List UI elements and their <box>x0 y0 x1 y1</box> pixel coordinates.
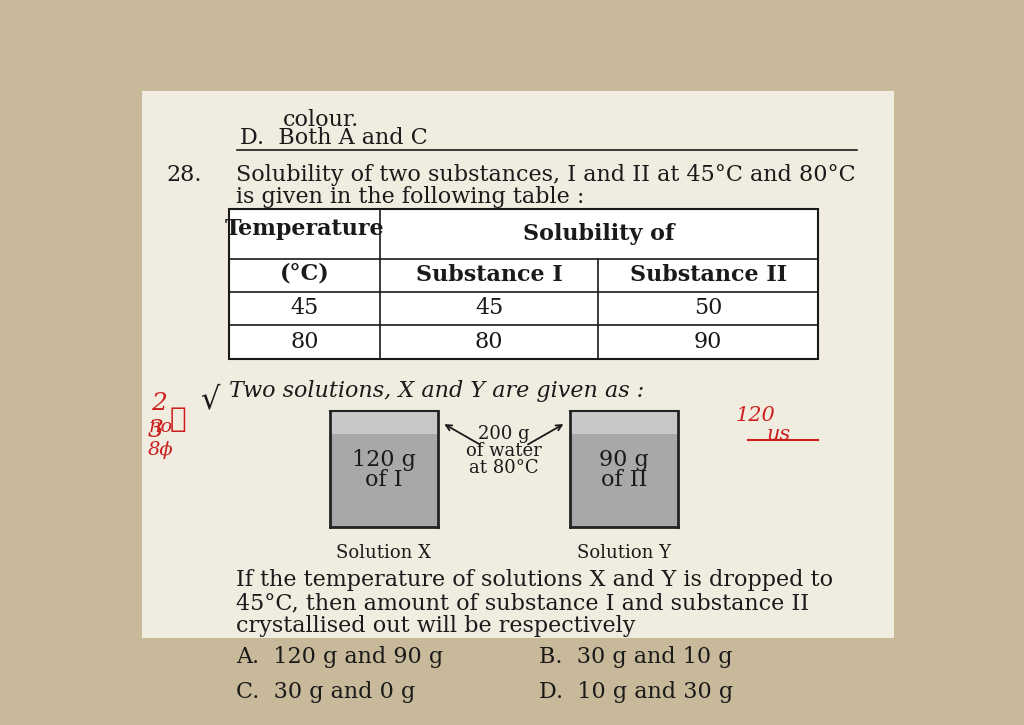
Text: Two solutions, X and Y are given as :: Two solutions, X and Y are given as : <box>228 381 644 402</box>
Text: 50: 50 <box>694 297 722 320</box>
Bar <box>330 411 438 434</box>
Bar <box>330 411 438 526</box>
Text: 8ϕ: 8ϕ <box>147 441 173 459</box>
Text: is given in the following table :: is given in the following table : <box>237 186 585 207</box>
Text: 45: 45 <box>475 297 503 320</box>
Text: 45: 45 <box>290 297 318 320</box>
Text: 80: 80 <box>475 331 504 353</box>
Text: of II: of II <box>601 468 647 491</box>
Text: 90: 90 <box>694 331 722 353</box>
Text: of I: of I <box>365 468 402 491</box>
Text: crystallised out will be respectively: crystallised out will be respectively <box>237 616 636 637</box>
Text: (°C): (°C) <box>280 262 329 285</box>
Text: 120 g: 120 g <box>352 449 416 471</box>
Text: 200 g: 200 g <box>478 426 529 443</box>
Text: D.  Both A and C: D. Both A and C <box>241 127 428 149</box>
Bar <box>228 209 818 359</box>
Text: no: no <box>148 418 173 436</box>
Text: B.  30 g and 10 g: B. 30 g and 10 g <box>539 646 732 668</box>
Text: 90 g: 90 g <box>599 449 649 471</box>
Text: of water: of water <box>466 442 542 460</box>
Text: Solubility of: Solubility of <box>523 223 675 244</box>
Text: 2: 2 <box>152 392 167 415</box>
Bar <box>569 411 678 434</box>
Text: colour.: colour. <box>283 109 359 130</box>
Text: us: us <box>767 425 792 444</box>
Text: Solution Y: Solution Y <box>577 544 671 562</box>
Text: 3: 3 <box>147 419 163 442</box>
Text: 45°C, then amount of substance I and substance II: 45°C, then amount of substance I and sub… <box>237 592 810 614</box>
Text: Temperature: Temperature <box>224 218 384 240</box>
Text: D.  10 g and 30 g: D. 10 g and 30 g <box>539 681 733 703</box>
Text: 120: 120 <box>736 405 775 425</box>
Text: at 80°C: at 80°C <box>469 459 539 477</box>
Text: If the temperature of solutions X and Y is dropped to: If the temperature of solutions X and Y … <box>237 569 834 591</box>
Text: A.  120 g and 90 g: A. 120 g and 90 g <box>237 646 443 668</box>
Text: Substance II: Substance II <box>630 265 786 286</box>
Text: Substance I: Substance I <box>416 265 562 286</box>
Bar <box>569 411 678 526</box>
Text: Solution X: Solution X <box>336 544 431 562</box>
Text: 80: 80 <box>290 331 318 353</box>
Text: ༿: ༿ <box>170 405 186 433</box>
Text: 28.: 28. <box>167 164 203 186</box>
Text: √: √ <box>200 385 219 414</box>
Text: Solubility of two substances, I and II at 45°C and 80°C: Solubility of two substances, I and II a… <box>237 164 856 186</box>
Text: C.  30 g and 0 g: C. 30 g and 0 g <box>237 681 416 703</box>
